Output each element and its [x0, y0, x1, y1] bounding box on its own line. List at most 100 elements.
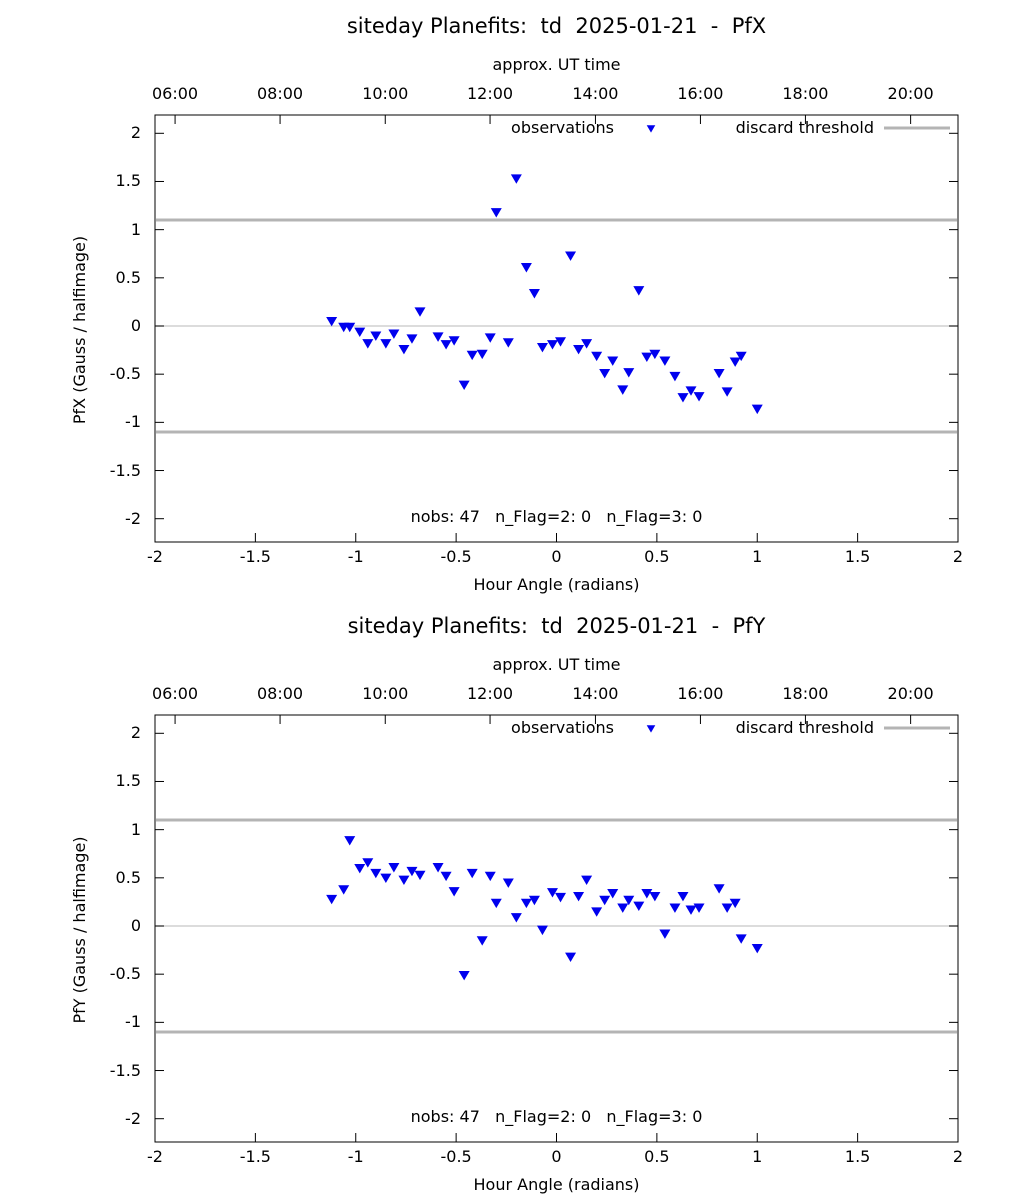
observation-marker — [388, 863, 400, 873]
observation-marker — [607, 889, 619, 899]
y-tick-label: 0.5 — [115, 867, 141, 887]
observation-marker — [458, 380, 470, 390]
observation-marker — [398, 344, 410, 355]
observation-marker — [510, 913, 522, 923]
observation-marker — [669, 903, 681, 913]
x-tick-label: -1.5 — [239, 547, 271, 566]
chart-title: siteday Planefits: td 2025-01-21 - PfX — [346, 14, 767, 38]
chart-pfx: siteday Planefits: td 2025-01-21 - PfX a… — [70, 14, 964, 594]
chart-title: siteday Planefits: td 2025-01-21 - PfY — [347, 614, 766, 638]
observation-marker — [546, 888, 558, 898]
observation-marker — [573, 344, 585, 355]
x-tick-label: 0 — [551, 1147, 562, 1166]
observation-marker — [502, 338, 514, 348]
observation-marker — [633, 901, 645, 911]
observation-marker — [729, 898, 741, 909]
observation-marker — [599, 895, 611, 906]
observation-marker — [581, 875, 593, 885]
y-tick-label: 1.5 — [115, 171, 141, 191]
observation-marker — [520, 898, 532, 909]
legend-observations-label: observations — [511, 118, 614, 137]
observation-marker — [649, 349, 661, 360]
y-tick-label: -1.5 — [109, 460, 141, 480]
y-tick-label: 1.5 — [115, 771, 141, 791]
x-tick-label: -1 — [347, 1147, 364, 1166]
observation-marker — [520, 263, 532, 273]
observation-marker — [398, 875, 410, 885]
observation-marker — [641, 889, 653, 899]
ut-tick-label: 20:00 — [887, 684, 934, 703]
observation-marker — [713, 884, 725, 894]
observation-marker — [440, 340, 452, 350]
observation-marker — [617, 903, 629, 913]
ut-tick-label: 16:00 — [677, 684, 724, 703]
observation-marker — [458, 970, 470, 981]
observation-marker — [633, 286, 645, 296]
observation-marker — [510, 174, 522, 184]
observation-marker — [388, 329, 400, 339]
plot-canvas-pfx — [154, 114, 959, 543]
x-axis-label: Hour Angle (radians) — [473, 1175, 640, 1194]
y-tick-label: -2 — [125, 508, 141, 528]
observation-marker — [354, 864, 366, 874]
observation-marker — [721, 387, 733, 397]
y-tick-label: 2 — [130, 723, 141, 743]
observation-marker — [414, 307, 426, 317]
observation-marker — [344, 322, 356, 333]
ut-tick-label: 12:00 — [466, 684, 514, 703]
observation-marker — [370, 868, 382, 879]
observation-marker — [573, 891, 585, 902]
observation-marker — [406, 866, 418, 877]
legend-threshold-label: discard threshold — [735, 718, 874, 737]
x-tick-label: -2 — [147, 1147, 163, 1166]
observation-marker — [528, 895, 540, 906]
x-tick-label: -1 — [347, 547, 364, 566]
x-tick-label: -0.5 — [440, 547, 472, 566]
observation-marker — [380, 873, 392, 884]
observation-marker — [685, 386, 697, 396]
y-tick-label: -1 — [125, 412, 141, 432]
y-tick-label: 1 — [130, 219, 141, 239]
observation-marker — [432, 332, 444, 342]
y-tick-label: 0 — [130, 916, 141, 935]
observation-marker — [476, 349, 488, 360]
observation-marker — [607, 356, 619, 366]
observation-marker — [528, 289, 540, 299]
observation-marker — [432, 863, 444, 873]
ut-tick-label: 18:00 — [782, 84, 829, 103]
ut-tick-label: 18:00 — [782, 684, 829, 703]
observation-marker — [380, 339, 392, 349]
legend-threshold-label: discard threshold — [735, 118, 874, 137]
observation-marker — [659, 356, 671, 366]
ut-time-axis-label: approx. UT time — [492, 655, 621, 674]
y-tick-label: -0.5 — [109, 964, 141, 984]
observation-marker — [649, 891, 661, 902]
y-tick-label: 1 — [130, 819, 141, 839]
plot-border — [154, 714, 959, 1143]
observation-marker — [599, 369, 611, 379]
y-tick-label: -0.5 — [109, 364, 141, 384]
ut-tick-label: 10:00 — [362, 84, 409, 103]
y-tick-label: 0 — [130, 316, 141, 335]
observation-marker — [484, 871, 496, 882]
ut-tick-label: 16:00 — [677, 84, 724, 103]
observation-marker — [693, 392, 705, 402]
x-tick-label: 1 — [752, 547, 763, 566]
observation-marker — [406, 334, 418, 344]
x-tick-label: 2 — [952, 547, 964, 566]
plot-canvas-pfy — [154, 714, 959, 1143]
observation-marker — [591, 907, 603, 917]
ut-tick-label: 12:00 — [466, 84, 514, 103]
observation-marker — [751, 404, 763, 415]
ut-tick-label: 08:00 — [257, 84, 304, 103]
observation-marker — [729, 357, 741, 367]
observation-marker — [735, 351, 747, 362]
observation-marker — [555, 892, 567, 903]
observation-marker — [466, 868, 478, 879]
observation-marker — [713, 369, 725, 379]
ut-tick-label: 20:00 — [887, 84, 934, 103]
observation-marker — [617, 385, 629, 395]
x-tick-label: 1.5 — [844, 547, 871, 566]
chart-pfy: siteday Planefits: td 2025-01-21 - PfY a… — [0, 600, 1024, 1200]
